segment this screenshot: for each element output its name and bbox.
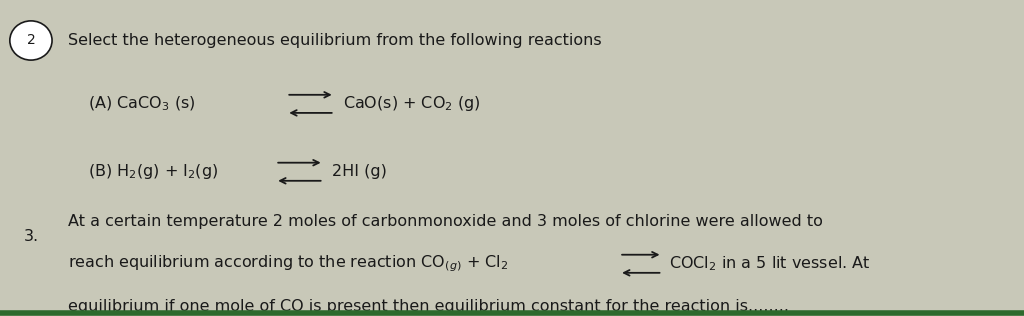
Text: reach equilibrium according to the reaction CO$_{(g)}$ + Cl$_2$: reach equilibrium according to the react… (69, 253, 510, 274)
Text: COCl$_2$ in a 5 lit vessel. At: COCl$_2$ in a 5 lit vessel. At (670, 254, 871, 273)
Text: equilibrium if one mole of CO is present then equilibrium constant for the react: equilibrium if one mole of CO is present… (69, 299, 790, 313)
Text: 2HI (g): 2HI (g) (332, 164, 386, 179)
Text: Select the heterogeneous equilibrium from the following reactions: Select the heterogeneous equilibrium fro… (69, 33, 602, 48)
Ellipse shape (10, 21, 52, 60)
Text: (A) CaCO$_3$ (s): (A) CaCO$_3$ (s) (88, 95, 198, 113)
Text: At a certain temperature 2 moles of carbonmonoxide and 3 moles of chlorine were : At a certain temperature 2 moles of carb… (69, 214, 823, 229)
Text: (B) H$_2$(g) + I$_2$(g): (B) H$_2$(g) + I$_2$(g) (88, 162, 220, 181)
Text: 3.: 3. (24, 229, 39, 244)
Text: CaO(s) + CO$_2$ (g): CaO(s) + CO$_2$ (g) (343, 94, 480, 113)
Text: 2: 2 (27, 33, 35, 47)
